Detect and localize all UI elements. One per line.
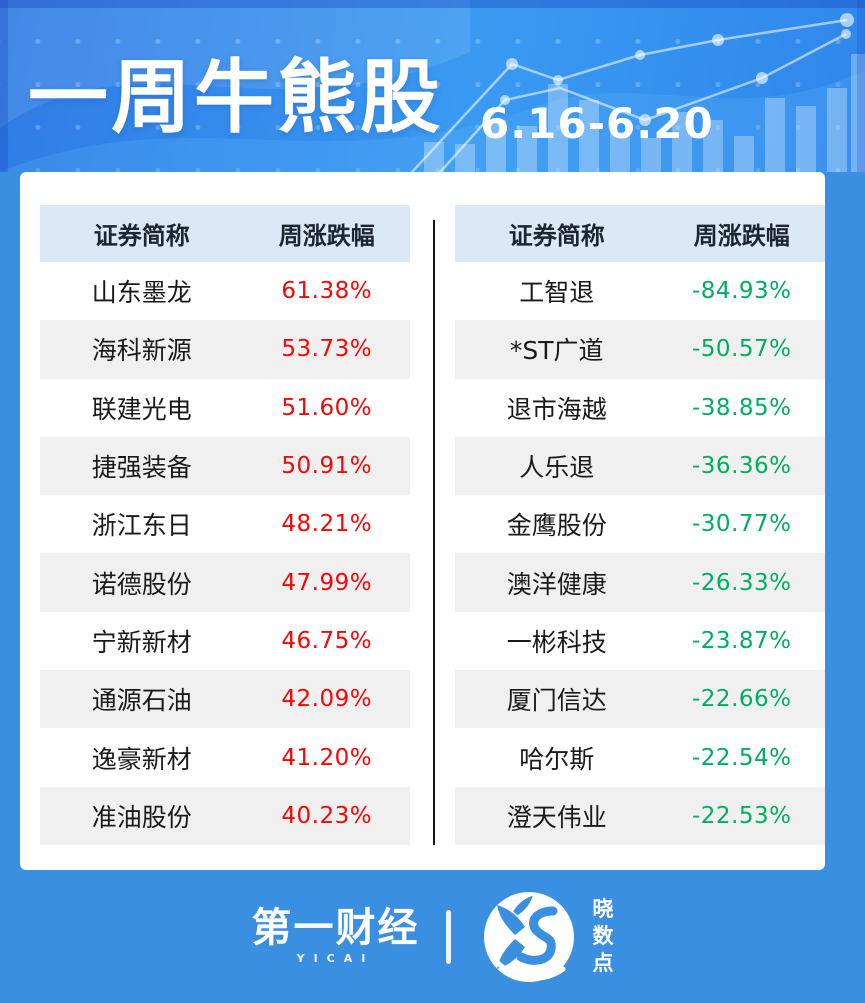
table-row: 山东墨龙 61.38% <box>40 262 410 321</box>
bar-chart-decoration <box>424 54 865 172</box>
table-row: 退市海越 -38.85% <box>455 378 825 437</box>
stock-name: 准油股份 <box>91 802 192 832</box>
caption-char: 数 <box>592 923 614 948</box>
wave-decoration <box>0 0 470 128</box>
date-range: 6.16-6.20 <box>480 99 714 148</box>
caption-char: 晓 <box>592 896 614 921</box>
stock-change: 40.23% <box>281 802 373 829</box>
column-header-change: 周涨跌幅 <box>693 222 790 250</box>
stock-name: 通源石油 <box>91 686 192 716</box>
stock-name: 捷强装备 <box>91 453 192 483</box>
brand-logos: 第一财经 YICAI <box>252 885 614 989</box>
column-header-name: 证券简称 <box>93 222 190 250</box>
xiaoshudian-caption: 晓 数 点 <box>593 897 614 977</box>
stock-name: 诺德股份 <box>91 569 192 599</box>
table-row: 海科新源 53.73% <box>40 320 410 379</box>
stock-name: 联建光电 <box>91 394 192 424</box>
stock-change: -23.87% <box>692 627 792 654</box>
stock-name: 哈尔斯 <box>519 744 595 774</box>
stock-change: -22.53% <box>692 802 792 829</box>
table-row: 金鹰股份 -30.77% <box>455 495 825 554</box>
page-title: 一周牛熊股 <box>28 51 443 144</box>
stock-change: 50.91% <box>281 453 373 480</box>
stock-change: -50.57% <box>692 336 792 363</box>
stock-change: 61.38% <box>281 278 373 305</box>
table-row: 澄天伟业 -22.53% <box>455 786 825 845</box>
stock-name: 金鹰股份 <box>506 511 607 541</box>
stock-name: *ST广道 <box>509 336 604 366</box>
table-row: 宁新新材 46.75% <box>40 611 410 671</box>
losers-table-header: 证券简称 周涨跌幅 <box>455 205 825 262</box>
stock-change: 48.21% <box>281 511 373 538</box>
table-row: 逸豪新材 41.20% <box>40 728 410 787</box>
stock-change: 51.60% <box>281 394 373 421</box>
stock-name: 浙江东日 <box>91 511 192 541</box>
table-row: 准油股份 40.23% <box>40 786 410 845</box>
table-row: 厦门信达 -22.66% <box>455 670 825 729</box>
stock-name: 宁新新材 <box>91 627 192 657</box>
table-row: 通源石油 42.09% <box>40 670 410 729</box>
stock-name: 逸豪新材 <box>91 744 192 774</box>
stock-change: -84.93% <box>692 278 792 305</box>
logo-divider <box>445 909 451 964</box>
table-row: 联建光电 51.60% <box>40 378 410 437</box>
table-row: 诺德股份 47.99% <box>40 553 410 612</box>
frame-edge <box>0 0 8 172</box>
stock-change: 47.99% <box>281 569 373 596</box>
stock-name: 一彬科技 <box>506 627 607 657</box>
stock-name: 人乐退 <box>519 453 595 483</box>
stock-name: 澳洋健康 <box>506 569 607 599</box>
losers-table: 证券简称 周涨跌幅 工智退 -84.93% *ST广道 -50.57% 退市海越 -38.… <box>455 205 825 845</box>
caption-char: 点 <box>592 951 614 976</box>
stock-change: 53.73% <box>281 336 373 363</box>
gainers-rows: 山东墨龙 61.38% 海科新源 53.73% 联建光电 51.60% 捷强装备 50.91%… <box>40 262 410 845</box>
stock-change: -30.77% <box>692 511 792 538</box>
yicai-logo-en: YICAI <box>296 952 375 965</box>
stock-change: -36.36% <box>692 453 792 480</box>
stock-name: 退市海越 <box>506 394 607 424</box>
gainers-table: 证券简称 周涨跌幅 山东墨龙 61.38% 海科新源 53.73% 联建光电 51.60%… <box>40 205 410 845</box>
table-divider-line <box>433 220 435 845</box>
stock-name: 海科新源 <box>91 336 192 366</box>
stock-name: 厦门信达 <box>506 686 607 716</box>
column-header-name: 证券简称 <box>508 222 605 250</box>
frame-edge <box>857 0 865 172</box>
stock-change: 46.75% <box>281 627 373 654</box>
stock-change: 41.20% <box>281 744 373 771</box>
line-chart-decoration <box>410 18 848 172</box>
stock-change: -26.33% <box>692 569 792 596</box>
gainers-table-header: 证券简称 周涨跌幅 <box>40 205 410 262</box>
xs-mark-icon <box>483 891 574 982</box>
losers-rows: 工智退 -84.93% *ST广道 -50.57% 退市海越 -38.85% 人乐退 -36.… <box>455 262 825 845</box>
frame-edge <box>0 0 865 8</box>
yicai-logo: 第一财经 YICAI <box>252 908 420 965</box>
table-row: 一彬科技 -23.87% <box>455 611 825 671</box>
table-row: 人乐退 -36.36% <box>455 436 825 496</box>
stock-change: -22.54% <box>692 744 792 771</box>
table-row: 浙江东日 48.21% <box>40 495 410 554</box>
yicai-logo-cn: 第一财经 <box>251 905 420 951</box>
line-chart-markers <box>500 13 854 126</box>
stock-name: 山东墨龙 <box>91 278 192 308</box>
stock-change: 42.09% <box>281 686 373 713</box>
content-panel: 证券简称 周涨跌幅 山东墨龙 61.38% 海科新源 53.73% 联建光电 51.60%… <box>20 172 825 870</box>
stock-change: -38.85% <box>692 394 792 421</box>
table-row: 工智退 -84.93% <box>455 262 825 321</box>
column-header-change: 周涨跌幅 <box>278 222 375 250</box>
stock-name: 澄天伟业 <box>506 802 607 832</box>
stock-name: 工智退 <box>519 278 595 308</box>
footer-bar: 第一财经 YICAI <box>0 870 865 1003</box>
wave-decoration <box>0 0 865 172</box>
stock-change: -22.66% <box>692 686 792 713</box>
header-banner: 一周牛熊股 6.16-6.20 <box>0 0 865 172</box>
table-row: 哈尔斯 -22.54% <box>455 728 825 787</box>
xiaoshudian-logo: 晓 数 点 <box>477 885 614 989</box>
table-row: 澳洋健康 -26.33% <box>455 553 825 612</box>
table-row: 捷强装备 50.91% <box>40 436 410 496</box>
table-row: *ST广道 -50.57% <box>455 320 825 379</box>
header-chart-decoration <box>0 0 865 172</box>
